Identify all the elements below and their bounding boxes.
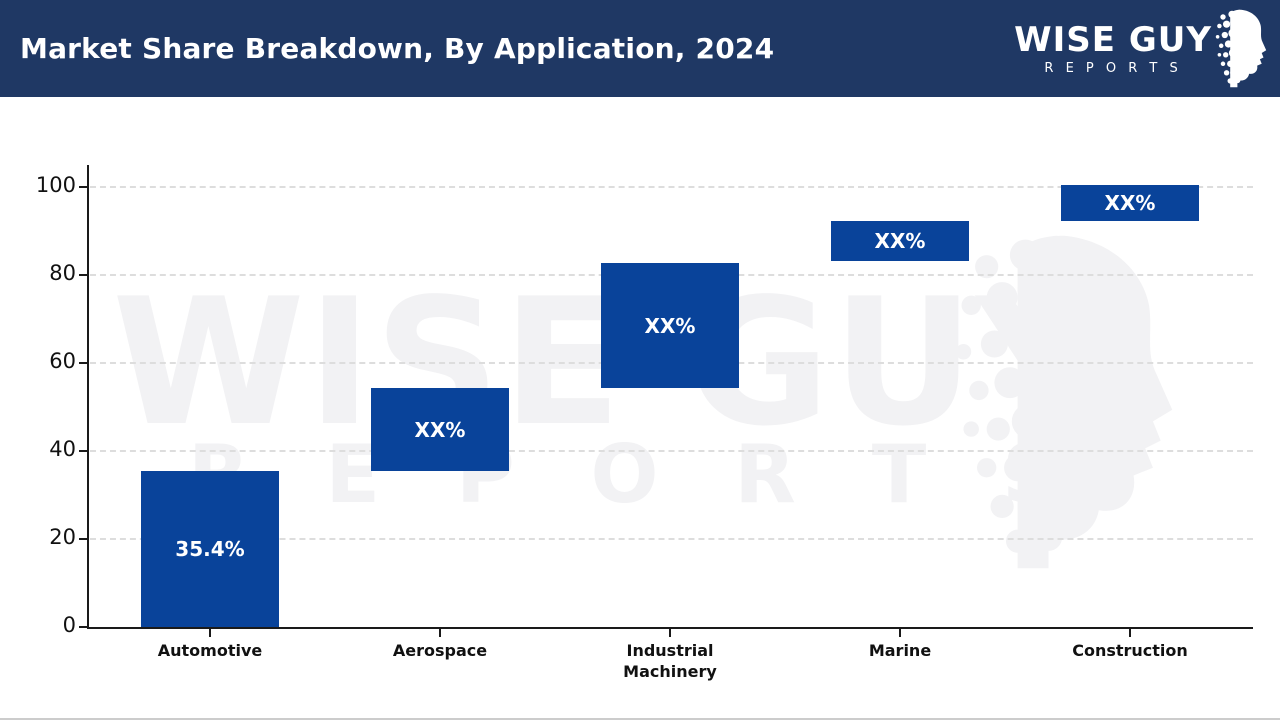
x-tick-label-0: Automotive <box>157 641 263 660</box>
y-tick-label-60: 60 <box>49 349 76 373</box>
wiseguy-logo-name: WISE GUY <box>1014 20 1212 60</box>
y-tick-mark-80 <box>79 274 87 276</box>
x-tick-label-3: Marine <box>868 641 932 660</box>
y-axis-line <box>87 165 89 629</box>
bar-value-label: XX% <box>1104 191 1156 216</box>
y-tick-label-0: 0 <box>62 613 76 637</box>
bar-marine: XX% <box>831 220 969 261</box>
y-tick-mark-0 <box>79 626 87 628</box>
x-tick-label-4: Construction <box>1072 641 1188 660</box>
x-tick-mark-2 <box>669 629 671 637</box>
header-band: Market Share Breakdown, By Application, … <box>0 0 1280 97</box>
gridline-y-40 <box>90 450 1253 452</box>
bar-aerospace: XX% <box>371 388 509 472</box>
wiseguy-head-icon <box>1215 9 1267 88</box>
y-tick-label-100: 100 <box>35 173 76 197</box>
bar-value-label: 35.4% <box>175 537 245 562</box>
x-tick-mark-0 <box>209 629 211 637</box>
gridline-y-100 <box>90 186 1253 188</box>
y-tick-label-80: 80 <box>49 261 76 285</box>
x-tick-mark-4 <box>1129 629 1131 637</box>
x-tick-mark-3 <box>899 629 901 637</box>
bar-value-label: XX% <box>874 228 926 253</box>
bar-industrial-machinery: XX% <box>601 263 739 389</box>
bar-value-label: XX% <box>414 417 466 442</box>
page-title: Market Share Breakdown, By Application, … <box>20 32 775 65</box>
y-tick-mark-100 <box>79 186 87 188</box>
x-axis-line <box>87 627 1253 629</box>
x-tick-label-2: Industrial Machinery <box>623 641 717 681</box>
wiseguy-logo-reports: R E P O R T S <box>1044 61 1182 76</box>
x-tick-label-1: Aerospace <box>392 641 488 660</box>
wiseguy-logo: WISE GUY R E P O R T S <box>1014 8 1268 89</box>
y-tick-mark-40 <box>79 450 87 452</box>
bar-construction: XX% <box>1061 185 1199 221</box>
wiseguy-logo-text: WISE GUY R E P O R T S <box>1014 21 1212 76</box>
x-tick-mark-1 <box>439 629 441 637</box>
y-tick-label-40: 40 <box>49 437 76 461</box>
bar-value-label: XX% <box>644 313 696 338</box>
y-tick-mark-60 <box>79 362 87 364</box>
gridline-y-20 <box>90 538 1253 540</box>
bar-automotive: 35.4% <box>141 471 279 627</box>
y-tick-label-20: 20 <box>49 525 76 549</box>
y-tick-mark-20 <box>79 538 87 540</box>
